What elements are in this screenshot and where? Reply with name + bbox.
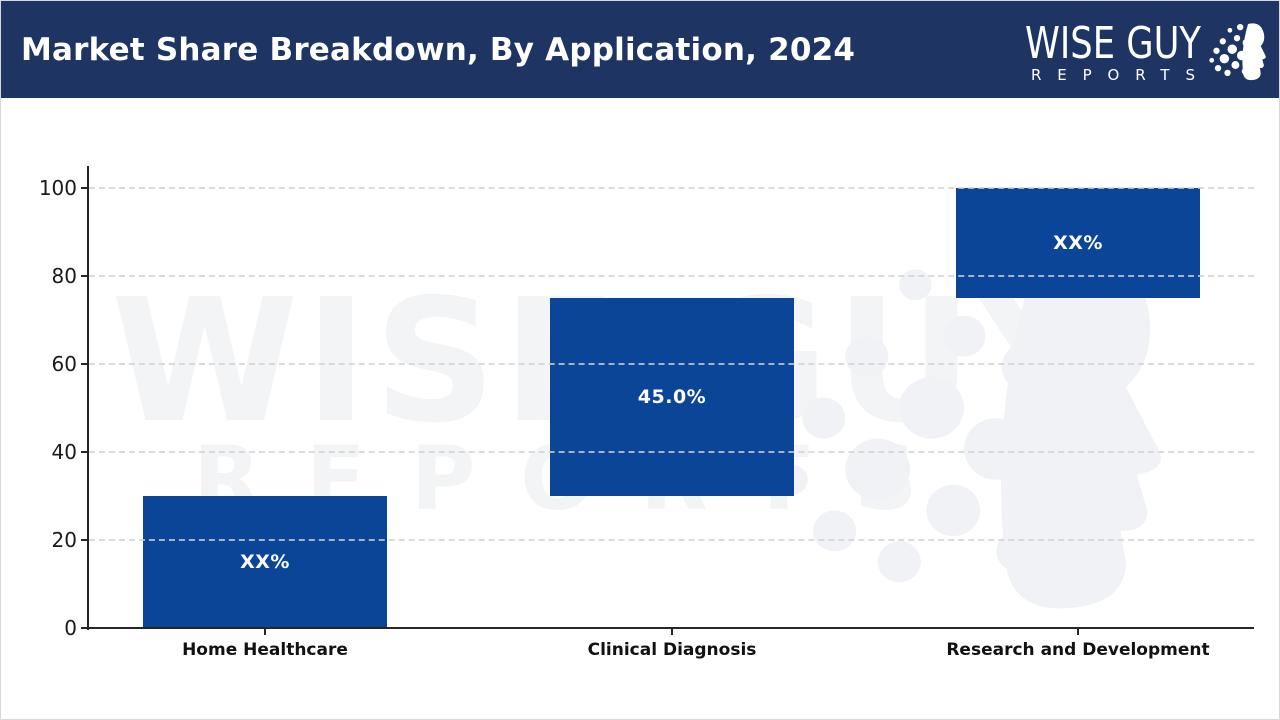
logo-face-icon xyxy=(1209,23,1266,81)
bar-value-label: 45.0% xyxy=(637,386,707,408)
gridline-80 xyxy=(89,275,1254,277)
y-tick-mark-80 xyxy=(81,275,89,277)
header-bar: Market Share Breakdown, By Application, … xyxy=(1,1,1279,98)
x-tick-mark-home-healthcare xyxy=(264,628,266,635)
brand-logo: WISE GUY REPORTS xyxy=(1025,18,1266,84)
y-tick-mark-0 xyxy=(81,627,89,629)
bar-value-label: XX% xyxy=(240,551,290,573)
y-tick-label-40: 40 xyxy=(51,440,77,464)
gridline-100 xyxy=(89,187,1254,189)
y-tick-label-0: 0 xyxy=(64,616,77,640)
bar-value-label: XX% xyxy=(1053,232,1103,254)
bar-research-and-development: XX% xyxy=(956,188,1200,298)
y-tick-label-100: 100 xyxy=(38,176,77,200)
bar-home-healthcare: XX% xyxy=(143,496,387,628)
y-tick-mark-60 xyxy=(81,363,89,365)
logo-wordmark: WISE GUY xyxy=(1025,18,1201,69)
y-tick-mark-100 xyxy=(81,187,89,189)
gridline-60 xyxy=(89,363,1254,365)
y-axis-line xyxy=(87,166,89,630)
x-category-label-home-healthcare: Home Healthcare xyxy=(182,640,348,660)
y-tick-label-20: 20 xyxy=(51,528,77,552)
y-tick-label-60: 60 xyxy=(51,352,77,376)
y-tick-mark-20 xyxy=(81,539,89,541)
y-tick-label-80: 80 xyxy=(51,264,77,288)
y-tick-mark-40 xyxy=(81,451,89,453)
x-tick-mark-clinical-diagnosis xyxy=(671,628,673,635)
gridline-20 xyxy=(89,539,1254,541)
gridline-40 xyxy=(89,451,1254,453)
x-category-label-clinical-diagnosis: Clinical Diagnosis xyxy=(587,640,757,660)
bar-clinical-diagnosis: 45.0% xyxy=(550,298,794,496)
chart-title: Market Share Breakdown, By Application, … xyxy=(21,31,856,68)
x-axis-line xyxy=(87,627,1254,629)
x-tick-mark-research-and-development xyxy=(1077,628,1079,635)
x-category-label-research-and-development: Research and Development xyxy=(946,640,1210,660)
